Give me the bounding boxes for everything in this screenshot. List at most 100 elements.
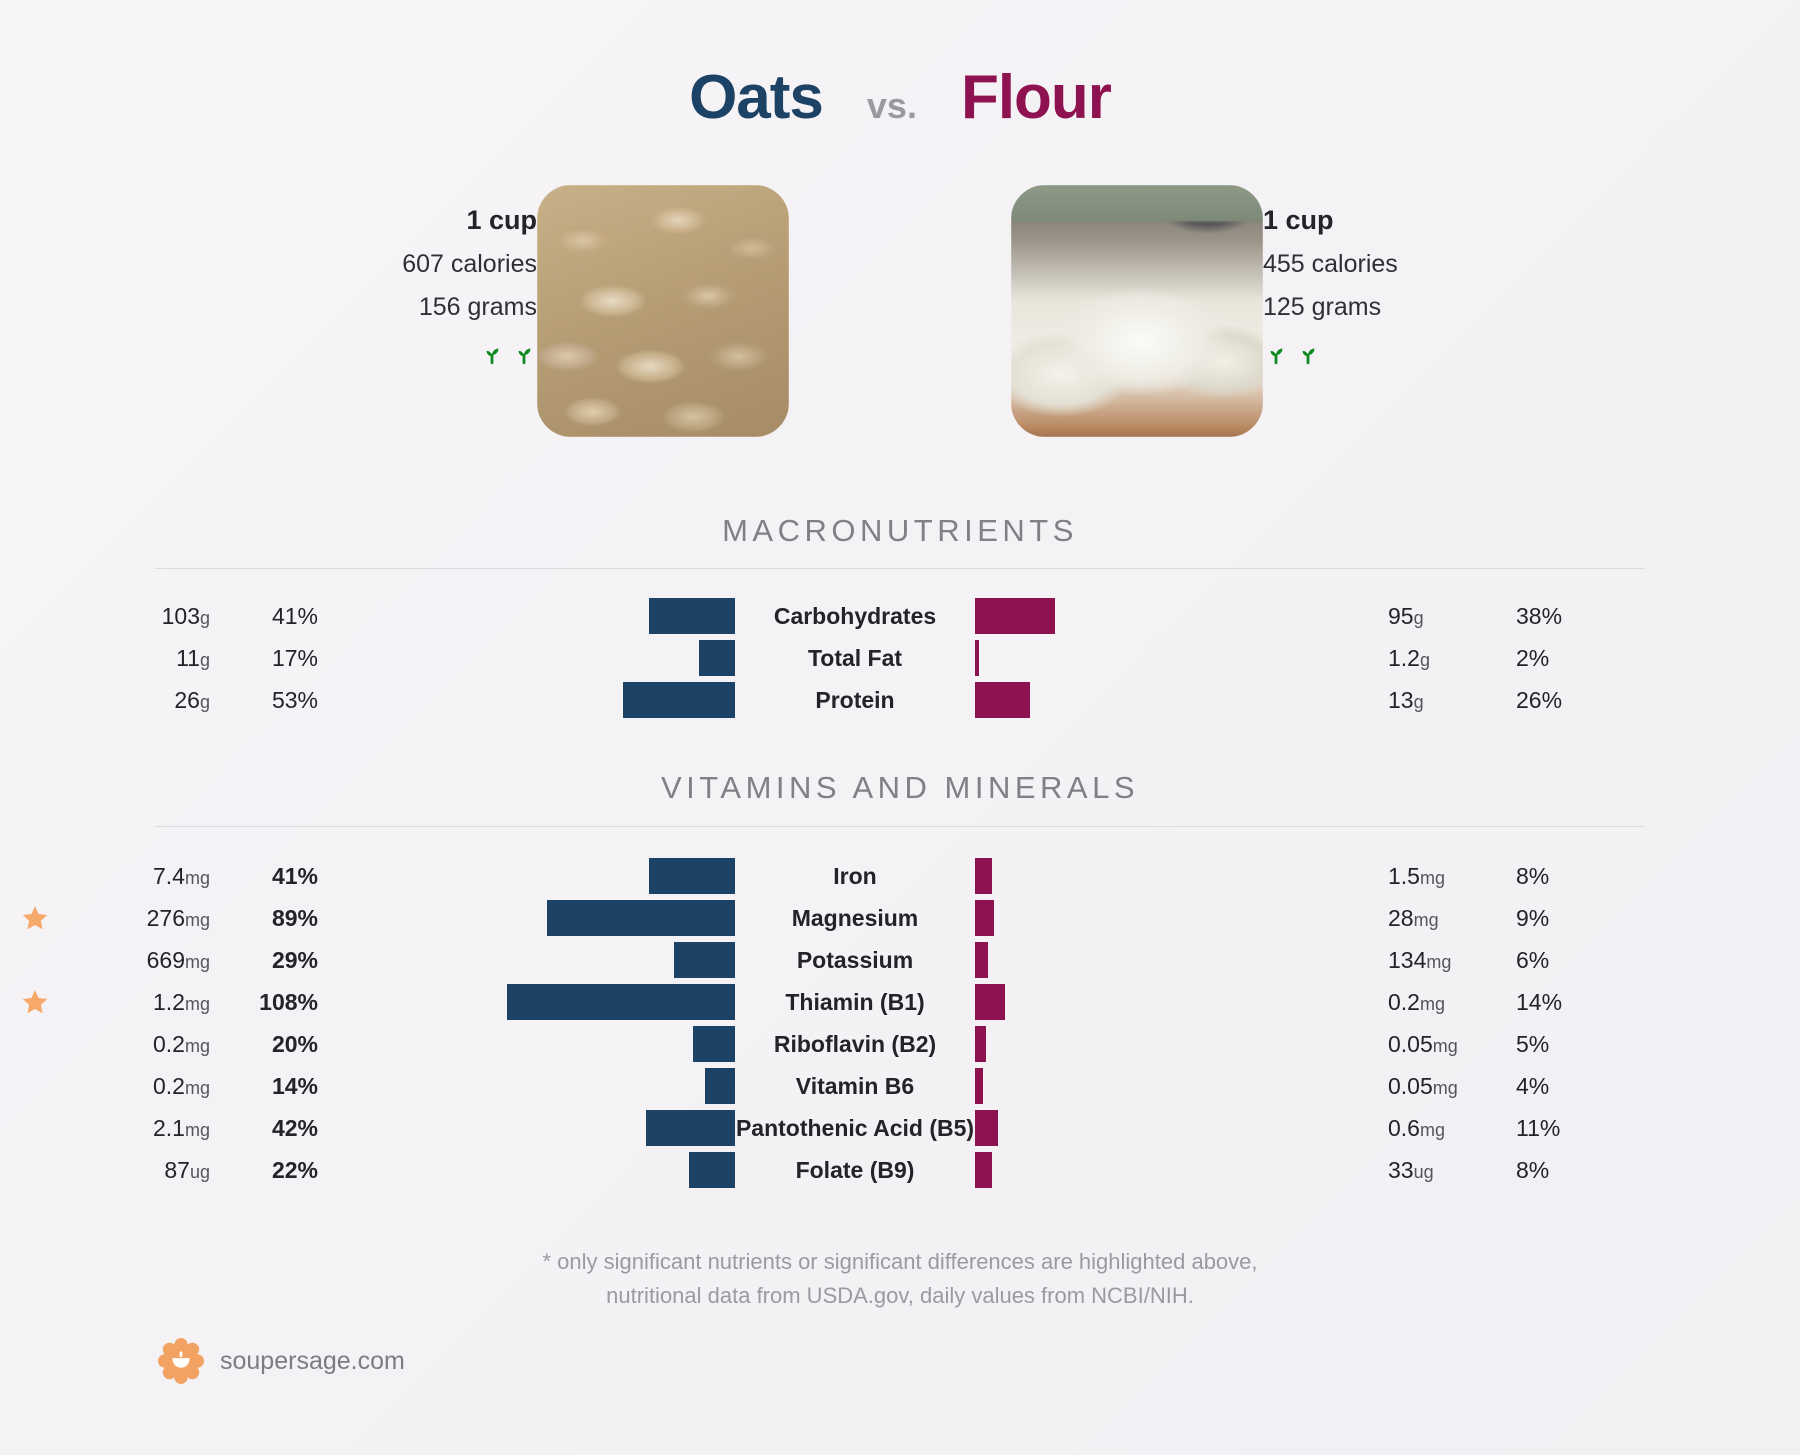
left-unit: g xyxy=(199,649,210,670)
vitamins-rows: 7.4mg 41% Iron 1.5mg 8% 276mg 89% Magnesium 28mg… xyxy=(0,855,1800,1191)
flour-photo xyxy=(1011,185,1263,437)
left-bar-cell xyxy=(500,1023,735,1065)
left-bar xyxy=(547,900,735,936)
right-amount: 95g xyxy=(1388,602,1424,629)
right-amount: 33ug xyxy=(1388,1156,1434,1183)
nutrient-row: 276mg 89% Magnesium 28mg 9% xyxy=(0,897,1800,939)
right-percent: 9% xyxy=(1516,904,1550,931)
highlight-star-cell xyxy=(0,987,70,1017)
nutrient-label: Potassium xyxy=(796,946,914,973)
left-bar xyxy=(507,984,735,1020)
left-unit: mg xyxy=(184,1035,210,1056)
right-bar-cell xyxy=(975,981,1210,1023)
right-sprout-rating xyxy=(1263,340,1321,366)
nutrient-row: 103g 41% Carbohydrates 95g 38% xyxy=(0,595,1800,637)
nutrient-label: Iron xyxy=(833,862,877,889)
left-percent: 22% xyxy=(271,1156,318,1183)
right-percent: 11% xyxy=(1516,1114,1561,1141)
right-amount: 1.5mg xyxy=(1388,862,1445,889)
right-bar xyxy=(975,900,994,936)
right-calories: 455 calories xyxy=(1263,250,1398,278)
left-amount: 87ug xyxy=(164,1156,210,1183)
right-food-image xyxy=(1011,185,1263,437)
soupersage-logo-icon xyxy=(158,1338,204,1384)
title-row: Oats vs. Flour xyxy=(0,62,1800,133)
left-bar-cell xyxy=(500,939,735,981)
nutrient-label: Total Fat xyxy=(807,644,903,671)
left-bar xyxy=(646,1110,735,1146)
nutrient-label: Carbohydrates xyxy=(773,602,937,629)
left-bar-cell xyxy=(500,679,735,721)
right-amount: 1.2g xyxy=(1388,644,1430,671)
left-calories: 607 calories xyxy=(402,250,537,278)
right-bar xyxy=(975,640,979,676)
left-sprout-rating xyxy=(479,340,537,366)
left-unit: ug xyxy=(189,1161,210,1182)
right-bar-cell xyxy=(975,855,1210,897)
left-unit: g xyxy=(199,691,210,712)
hero-section: 1 cup 607 calories 156 grams xyxy=(0,185,1800,437)
left-percent: 41% xyxy=(271,602,318,629)
footnote-line-2: nutritional data from USDA.gov, daily va… xyxy=(606,1283,1194,1309)
right-unit: mg xyxy=(1413,909,1439,930)
left-food-summary: 1 cup 607 calories 156 grams xyxy=(207,185,537,366)
nutrient-row: 2.1mg 42% Pantothenic Acid (B5) 0.6mg 11% xyxy=(0,1107,1800,1149)
nutrient-row: 7.4mg 41% Iron 1.5mg 8% xyxy=(0,855,1800,897)
right-unit: mg xyxy=(1419,993,1445,1014)
nutrient-label: Pantothenic Acid (B5) xyxy=(735,1114,975,1141)
nutrient-row: 87ug 22% Folate (B9) 33ug 8% xyxy=(0,1149,1800,1191)
left-amount: 7.4mg xyxy=(153,862,210,889)
left-unit: mg xyxy=(184,1119,210,1140)
left-unit: g xyxy=(199,607,210,628)
left-bar xyxy=(693,1026,735,1062)
right-percent: 5% xyxy=(1516,1030,1550,1057)
left-grams: 156 grams xyxy=(418,293,537,321)
right-amount: 13g xyxy=(1388,686,1424,713)
right-bar xyxy=(975,984,1005,1020)
right-amount: 28mg xyxy=(1388,904,1439,931)
right-bar-cell xyxy=(975,939,1210,981)
right-bar xyxy=(975,1026,986,1062)
left-percent: 108% xyxy=(259,988,318,1015)
left-bar xyxy=(699,640,735,676)
nutrient-label: Vitamin B6 xyxy=(795,1072,915,1099)
left-percent: 53% xyxy=(271,686,318,713)
left-food-title: Oats xyxy=(689,63,824,132)
left-bar-cell xyxy=(500,855,735,897)
right-unit: mg xyxy=(1432,1035,1458,1056)
left-bar-cell xyxy=(500,1107,735,1149)
left-amount: 26g xyxy=(174,686,210,713)
left-percent: 29% xyxy=(271,946,318,973)
left-percent: 42% xyxy=(271,1114,318,1141)
right-unit: mg xyxy=(1432,1077,1458,1098)
right-bar xyxy=(975,1068,983,1104)
right-unit: ug xyxy=(1413,1161,1434,1182)
right-bar-cell xyxy=(975,1065,1210,1107)
left-amount: 276mg xyxy=(146,904,210,931)
right-unit: mg xyxy=(1419,1119,1445,1140)
sprout-icon xyxy=(1270,348,1283,365)
right-bar-cell xyxy=(975,637,1210,679)
right-bar-cell xyxy=(975,1023,1210,1065)
brand-footer[interactable]: soupersage.com xyxy=(158,1338,405,1384)
left-amount: 11g xyxy=(176,644,210,671)
right-percent: 6% xyxy=(1516,946,1550,973)
footnote: * only significant nutrients or signific… xyxy=(0,1245,1800,1313)
star-icon xyxy=(22,906,48,930)
left-bar-cell xyxy=(500,1065,735,1107)
left-bar xyxy=(674,942,735,978)
left-percent: 17% xyxy=(271,644,318,671)
left-percent: 20% xyxy=(271,1030,318,1057)
right-unit: g xyxy=(1413,607,1424,628)
nutrient-row: 0.2mg 20% Riboflavin (B2) 0.05mg 5% xyxy=(0,1023,1800,1065)
right-bar-cell xyxy=(975,1107,1210,1149)
versus-label: vs. xyxy=(866,85,917,126)
brand-name: soupersage.com xyxy=(220,1346,405,1375)
right-amount: 0.05mg xyxy=(1388,1030,1458,1057)
left-unit: mg xyxy=(184,1077,210,1098)
right-serving-size: 1 cup xyxy=(1263,205,1334,235)
left-percent: 14% xyxy=(271,1072,318,1099)
sprout-icon xyxy=(486,348,499,365)
left-percent: 41% xyxy=(271,862,318,889)
left-percent: 89% xyxy=(271,904,318,931)
